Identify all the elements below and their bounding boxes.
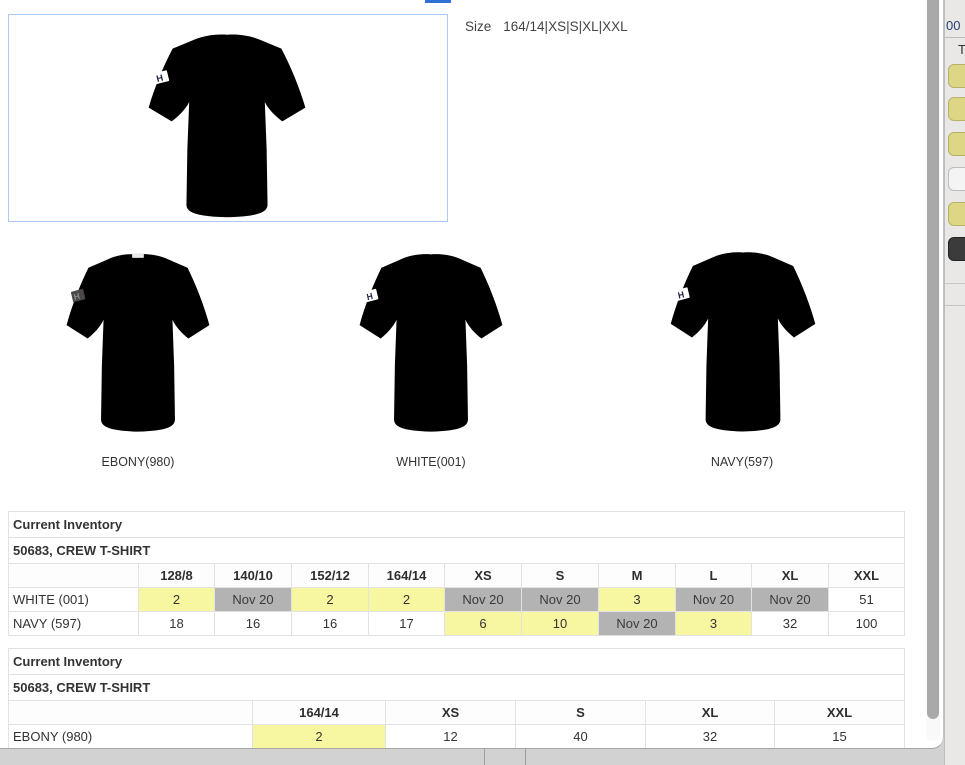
inventory-cell: Nov 20 [675,587,752,612]
column-header: 140/10 [214,563,292,588]
clipped-number-text: 00 [946,18,961,33]
vertical-scrollbar-thumb[interactable] [927,0,939,719]
inventory-cell: 51 [828,587,905,612]
size-label: Size [465,19,492,34]
column-header: XXL [773,700,906,725]
column-header [8,700,253,725]
inventory-cell: 3 [675,611,752,636]
column-header: L [675,563,752,588]
brand-logo-icon: H [363,288,379,303]
clipped-dark-pill[interactable] [948,237,965,261]
table-title: Current Inventory [7,648,906,675]
inventory-cell: 16 [291,611,369,636]
column-header: XL [645,700,775,725]
navy-tshirt-image: H [670,252,816,432]
splitter-line [484,748,485,765]
inventory-cell: 10 [521,611,599,636]
svg-text:H: H [366,291,374,303]
row-label: EBONY (980) [8,724,253,748]
size-value: 164/14|XS|S|XL|XXL [503,19,628,34]
row-label: NAVY (597) [8,611,139,636]
clipped-yellow-pill[interactable] [948,64,965,88]
inventory-cell: 2 [138,587,215,612]
clipped-heading-text [425,0,451,3]
column-header: 152/12 [291,563,369,588]
inventory-cell: 16 [214,611,292,636]
ebony-tshirt-image: H [66,253,210,432]
column-header: S [521,563,599,588]
svg-text:H: H [155,73,164,84]
thumbnail-white[interactable]: H [347,240,515,451]
inventory-table-ebony: Current Inventory 50683, CREW T-SHIRT 164/… [7,648,906,748]
table-subtitle: 50683, CREW T-SHIRT [7,674,906,701]
thumbnail-label-navy: NAVY(597) [710,455,774,469]
thumbnail-ebony[interactable]: H [54,240,222,451]
column-header: XXL [828,563,905,588]
column-header: XS [444,563,522,588]
column-header: XS [385,700,516,725]
column-header: XL [751,563,829,588]
column-header: 164/14 [252,700,386,725]
inventory-cell: 2 [368,587,445,612]
inventory-cell: 32 [751,611,829,636]
brand-logo-icon: H [153,70,170,84]
background-page-strip: 00 To [944,0,965,765]
inventory-cell: 2 [291,587,369,612]
row-label: WHITE (001) [8,587,139,612]
thumbnail-label-ebony: EBONY(980) [101,455,175,469]
inventory-cell: 18 [138,611,215,636]
inventory-table-white-navy: Current Inventory 50683, CREW T-SHIRT 128/… [8,511,905,636]
brand-logo-icon: H [70,288,86,303]
clipped-white-pill[interactable] [948,167,965,191]
clipped-column-header: To [958,42,965,57]
column-header [8,563,139,588]
divider [945,37,965,38]
splitter-line [525,748,526,765]
inventory-cell: Nov 20 [598,611,676,636]
clipped-yellow-pill[interactable] [948,132,965,156]
table-header-row: 128/8 140/10 152/12 164/14 XS S M L XL XXL [8,563,905,588]
size-info: Size 164/14|XS|S|XL|XXL [465,19,628,34]
inventory-cell: Nov 20 [751,587,829,612]
svg-text:H: H [677,289,685,301]
inventory-cell: 100 [828,611,905,636]
main-product-image-navy-tshirt: H [148,34,306,218]
table-row: EBONY (980) 2 12 40 32 15 [8,724,906,748]
white-tshirt-image: H [359,254,503,432]
inventory-cell: 12 [385,724,516,748]
main-product-image-box[interactable]: H [8,14,448,222]
clipped-yellow-pill[interactable] [948,202,965,226]
divider [945,305,965,306]
inventory-cell: 6 [444,611,522,636]
product-detail-panel: H Size 164/14|XS|S|XL|XXL H H [0,0,944,749]
thumbnail-navy[interactable]: H [658,238,828,451]
table-subtitle: 50683, CREW T-SHIRT [8,537,905,564]
thumbnail-label-white: WHITE(001) [396,455,466,469]
column-header: 164/14 [368,563,445,588]
column-header: 128/8 [138,563,215,588]
column-header: M [598,563,676,588]
table-row: NAVY (597) 18 16 16 17 6 10 Nov 20 3 32 100 [8,611,905,636]
column-header: S [515,700,646,725]
inventory-cell: 32 [645,724,775,748]
clipped-yellow-pill[interactable] [948,97,965,121]
inventory-cell: Nov 20 [521,587,599,612]
svg-text:H: H [73,291,81,303]
divider [945,283,965,284]
inventory-cell: Nov 20 [214,587,292,612]
table-title: Current Inventory [8,511,905,538]
table-header-row: 164/14 XS S XL XXL [8,700,906,725]
inventory-cell: 2 [252,724,386,748]
inventory-cell: Nov 20 [444,587,522,612]
inventory-cell: 17 [368,611,445,636]
brand-logo-icon: H [675,287,690,301]
vertical-scrollbar-track[interactable] [926,0,940,741]
inventory-cell: 3 [598,587,676,612]
collar-tag [132,253,144,258]
table-row: WHITE (001) 2 Nov 20 2 2 Nov 20 Nov 20 3 Nov 20 N… [8,587,905,612]
inventory-cell: 40 [515,724,646,748]
inventory-cell: 15 [773,724,906,748]
